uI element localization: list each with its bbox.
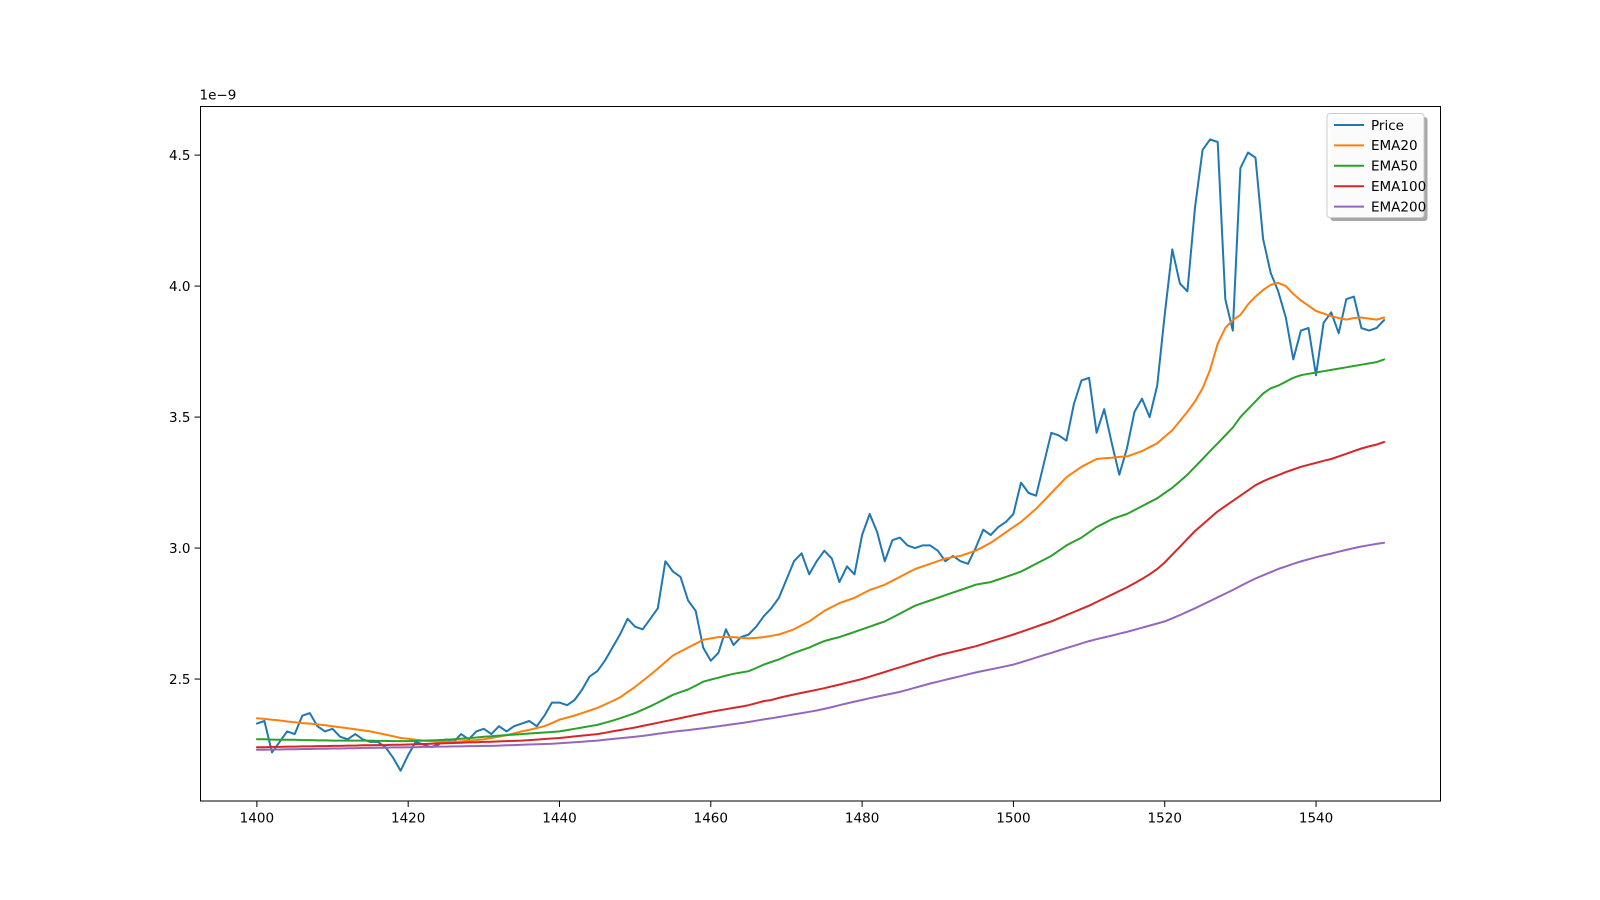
y-axis-offset-label: 1e−9 <box>200 88 237 104</box>
x-tick-label-1540: 1540 <box>1299 811 1333 827</box>
legend-label-ema50: EMA50 <box>1371 159 1418 175</box>
series-line-ema50 <box>255 358 1386 743</box>
axes-frame <box>200 106 1441 802</box>
series-line-ema200 <box>255 541 1386 751</box>
x-tick-label-1480: 1480 <box>845 811 879 827</box>
y-tick-label-4.5: 4.5 <box>169 148 190 164</box>
series-line-price <box>255 138 1386 772</box>
legend-label-ema200: EMA200 <box>1371 199 1426 215</box>
y-tick-label-3.5: 3.5 <box>169 410 190 426</box>
x-tick-label-1420: 1420 <box>391 811 425 827</box>
x-tick-label-1460: 1460 <box>694 811 728 827</box>
legend-label-ema20: EMA20 <box>1371 138 1418 154</box>
y-tick-label-2.5: 2.5 <box>169 672 190 688</box>
x-tick-label-1440: 1440 <box>542 811 576 827</box>
y-tick-label-3: 3.0 <box>169 541 190 557</box>
series-line-ema100 <box>255 441 1386 749</box>
x-tick-label-1520: 1520 <box>1148 811 1182 827</box>
y-tick-label-4: 4.0 <box>169 279 190 295</box>
legend-label-ema100: EMA100 <box>1371 179 1426 195</box>
series-line-ema20 <box>255 281 1386 743</box>
x-tick-label-1400: 1400 <box>240 811 274 827</box>
x-tick-label-1500: 1500 <box>996 811 1030 827</box>
legend-box <box>1326 113 1425 218</box>
legend-label-price: Price <box>1371 118 1404 134</box>
